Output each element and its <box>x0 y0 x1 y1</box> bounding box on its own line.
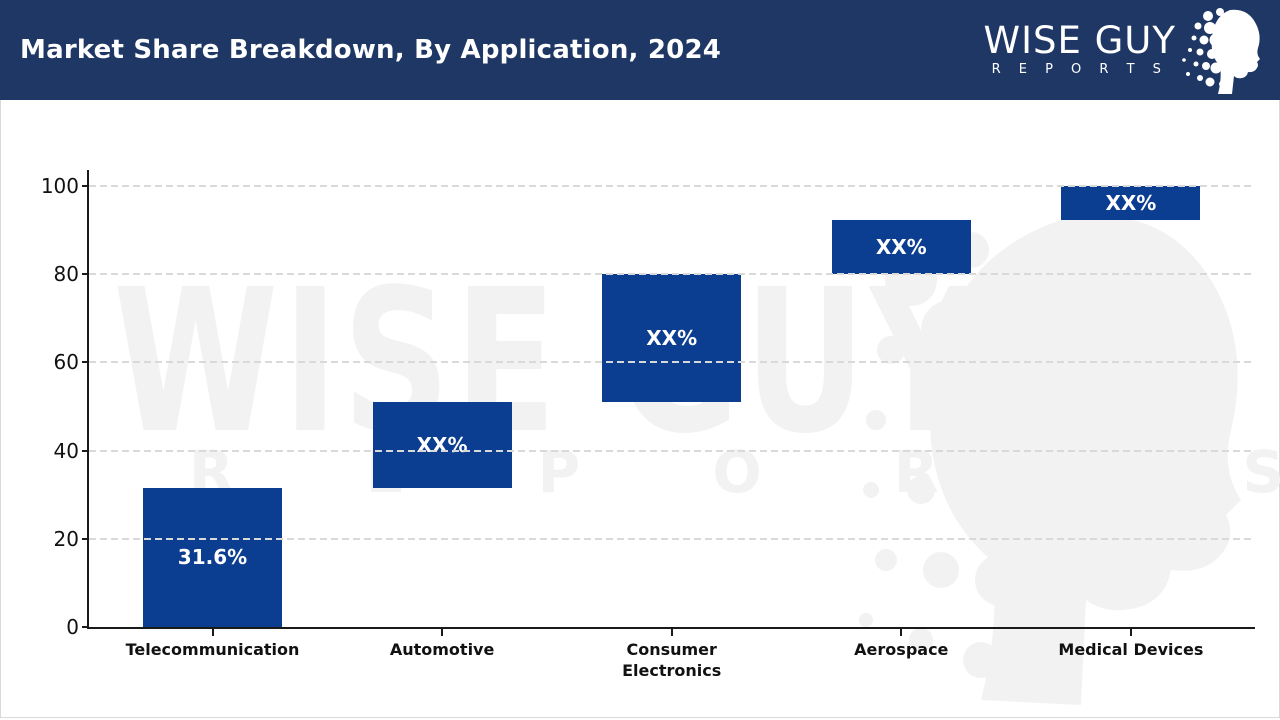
bar-medical-devices: XX% <box>1061 186 1201 220</box>
x-tick-1 <box>441 629 444 636</box>
wiseguy-logo: WISE GUY R E P O R T S <box>984 4 1266 96</box>
bar-automotive: XX% <box>372 402 512 488</box>
bar-value-label: XX% <box>646 326 698 351</box>
gridline-60 <box>89 361 1255 364</box>
page-title: Market Share Breakdown, By Application, … <box>20 35 722 65</box>
y-tick-60 <box>82 361 89 364</box>
x-category-label-4: Medical Devices <box>1058 640 1204 659</box>
y-tick-label-80: 80 <box>53 262 79 287</box>
y-axis-line <box>87 170 89 629</box>
y-tick-40 <box>82 449 89 452</box>
wiseguy-head-icon <box>1182 8 1260 94</box>
gridline-40 <box>89 449 1255 452</box>
gridline-20 <box>89 537 1255 540</box>
y-tick-label-0: 0 <box>66 615 79 639</box>
x-category-label-2: Consumer Electronics <box>622 640 722 680</box>
bar-value-label: XX% <box>1105 190 1157 215</box>
x-category-label-1: Automotive <box>389 640 495 659</box>
y-tick-0 <box>82 626 89 628</box>
logo-subtitle: R E P O R T S <box>991 62 1168 77</box>
x-axis-line <box>87 627 1255 629</box>
bar-value-label: 31.6% <box>177 545 248 570</box>
x-tick-2 <box>670 629 673 636</box>
y-tick-100 <box>82 185 89 187</box>
chart-area: WISE GUY R E P O R T S 0 20 40 60 80 100 31.6%… <box>0 100 1280 718</box>
header: Market Share Breakdown, By Application, … <box>0 0 1280 100</box>
logo-wordmark: WISE GUY <box>983 19 1176 62</box>
bar-value-label: XX% <box>875 235 927 260</box>
gridline-80 <box>89 273 1255 276</box>
x-tick-4 <box>1129 629 1132 636</box>
bar-consumer-electronics: XX% <box>602 274 742 403</box>
gridline-100 <box>89 185 1255 187</box>
x-category-label-3: Aerospace <box>854 640 949 659</box>
y-tick-80 <box>82 273 89 276</box>
y-tick-label-60: 60 <box>53 350 79 375</box>
x-tick-0 <box>211 629 214 636</box>
bar-aerospace: XX% <box>831 219 971 275</box>
y-tick-20 <box>82 537 89 540</box>
plot-area: 0 20 40 60 80 100 31.6% Telecommunication XX% Aut… <box>1 100 1280 718</box>
y-tick-label-100: 100 <box>40 174 79 198</box>
bar-telecommunication: 31.6% <box>143 487 282 627</box>
x-category-label-0: Telecommunication <box>125 640 300 659</box>
bar-value-label: XX% <box>416 432 468 457</box>
y-tick-label-20: 20 <box>53 526 79 551</box>
x-tick-3 <box>900 629 903 636</box>
y-tick-label-40: 40 <box>53 438 79 463</box>
